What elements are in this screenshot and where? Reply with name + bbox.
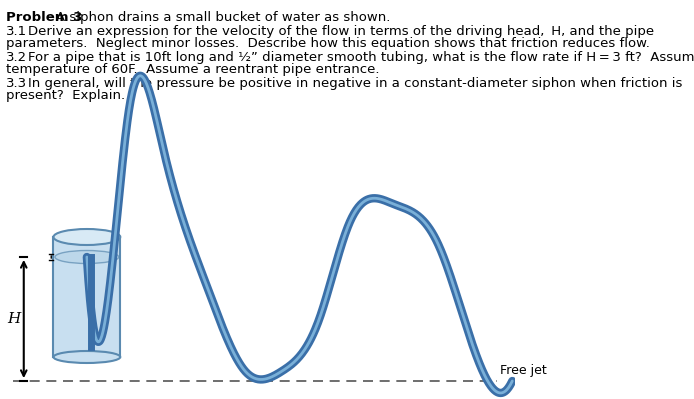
Text: present?  Explain.: present? Explain. (6, 89, 125, 102)
Text: Problem 3: Problem 3 (6, 11, 83, 24)
Text: For a pipe that is 10ft long and ½” diameter smooth tubing, what is the flow rat: For a pipe that is 10ft long and ½” diam… (28, 51, 694, 64)
Text: temperature of 60F.  Assume a reentrant pipe entrance.: temperature of 60F. Assume a reentrant p… (6, 63, 380, 76)
Ellipse shape (53, 229, 120, 245)
Text: parameters.  Neglect minor losses.  Describe how this equation shows that fricti: parameters. Neglect minor losses. Descri… (6, 37, 650, 50)
Text: Free jet: Free jet (500, 364, 547, 377)
Text: Derive an expression for the velocity of the flow in terms of the driving head, : Derive an expression for the velocity of… (28, 25, 654, 38)
Ellipse shape (53, 351, 120, 363)
Text: 3.1: 3.1 (6, 25, 27, 38)
Ellipse shape (55, 251, 119, 263)
Text: 3.3: 3.3 (6, 77, 27, 90)
Text: In general, will the pressure be positive in negative in a constant-diameter sip: In general, will the pressure be positiv… (28, 77, 683, 90)
FancyBboxPatch shape (53, 237, 120, 357)
Text: 3.2: 3.2 (6, 51, 27, 64)
Text: H: H (7, 312, 20, 326)
Text: A siphon drains a small bucket of water as shown.: A siphon drains a small bucket of water … (56, 11, 390, 24)
